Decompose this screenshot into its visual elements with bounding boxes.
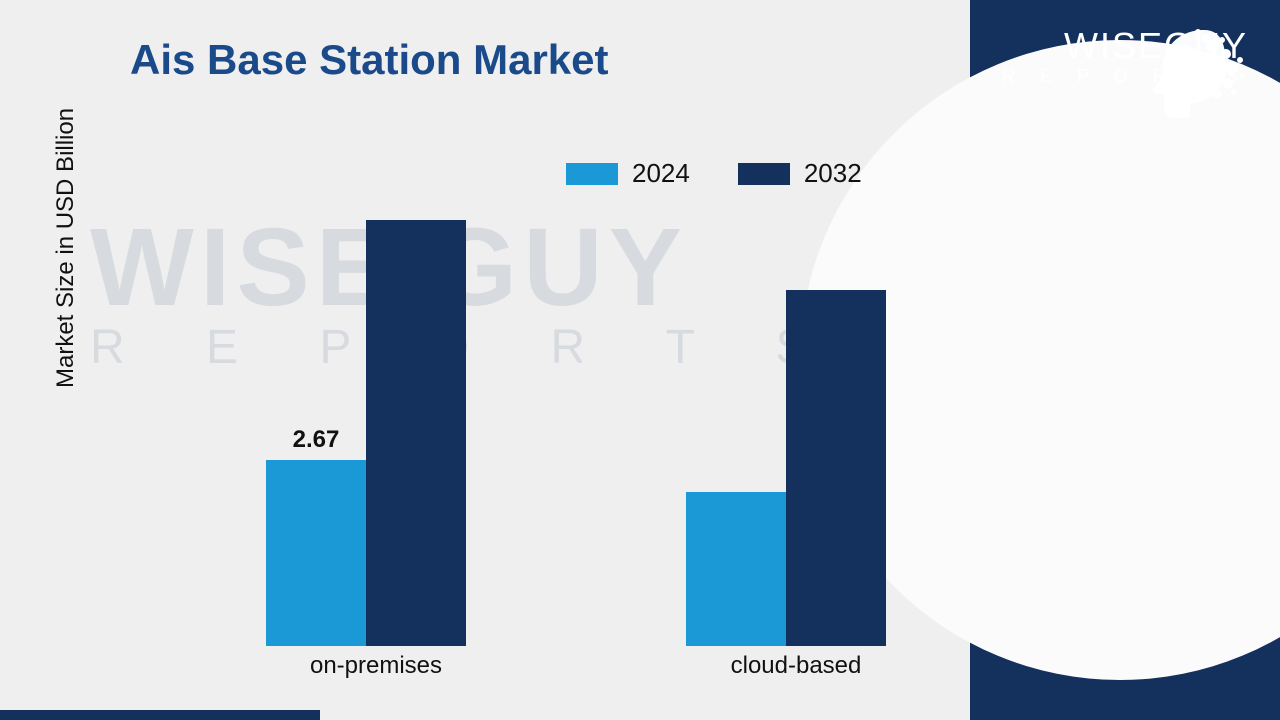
bar-on-premises-2024 — [266, 460, 366, 646]
y-axis-label: Market Size in USD Billion — [52, 108, 80, 388]
bar-on-premises-2032 — [366, 220, 466, 646]
x-label-cloud-based: cloud-based — [686, 652, 906, 680]
bar-label-on-premises-2024: 2.67 — [266, 426, 366, 454]
bar-chart: Market Size in USD Billion 2024 2032 2.6… — [96, 158, 926, 678]
legend-swatch-2024 — [566, 163, 618, 185]
bar-cloud-based-2032 — [786, 290, 886, 646]
bar-cloud-based-2024 — [686, 492, 786, 646]
legend-swatch-2032 — [738, 163, 790, 185]
bottom-accent-bar — [0, 710, 320, 720]
legend: 2024 2032 — [566, 158, 862, 189]
x-label-on-premises: on-premises — [266, 652, 486, 680]
legend-item-2024: 2024 — [566, 158, 690, 189]
legend-label-2032: 2032 — [804, 158, 862, 189]
plot-area: 2.67 on-premises cloud-based — [96, 206, 926, 646]
legend-label-2024: 2024 — [632, 158, 690, 189]
brand-logo: WISEGUY R E P O R T S — [1002, 28, 1248, 87]
brain-head-icon — [1132, 24, 1252, 124]
page-title: Ais Base Station Market — [130, 36, 609, 84]
legend-item-2032: 2032 — [738, 158, 862, 189]
